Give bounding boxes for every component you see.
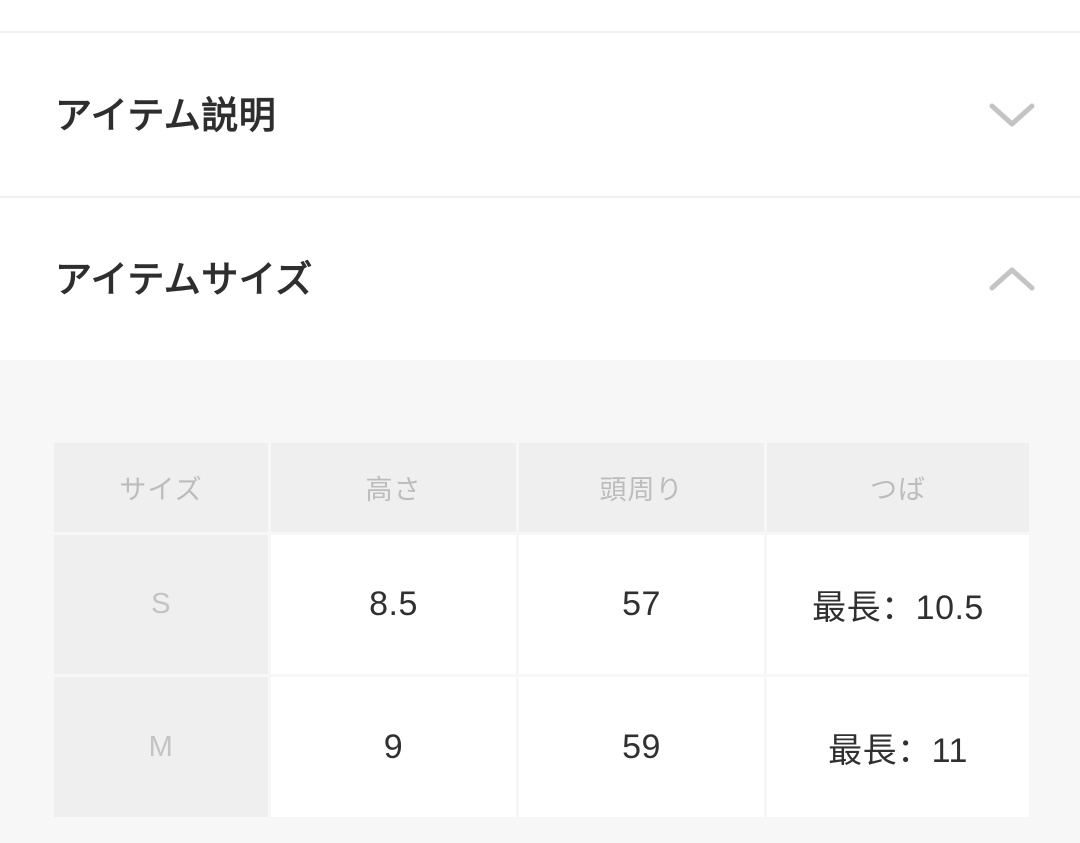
cell-size: S <box>54 535 271 677</box>
cell-head-circumference: 59 <box>519 677 767 817</box>
column-header-height: 高さ <box>271 443 519 535</box>
cell-brim: 最長：11 <box>767 677 1029 817</box>
cell-height: 9 <box>271 677 519 817</box>
section-divider <box>0 196 1080 198</box>
cell-head-circumference: 57 <box>519 535 767 677</box>
accordion-header-description[interactable]: アイテム説明 <box>0 33 1080 197</box>
size-table-panel: サイズ 高さ 頭周り つば S 8.5 57 最長：10.5 M 9 59 最長 <box>0 360 1080 843</box>
size-table-body: S 8.5 57 最長：10.5 M 9 59 最長：11 <box>54 535 1029 817</box>
accordion-title-size: アイテムサイズ <box>55 258 313 300</box>
table-header-row: サイズ 高さ 頭周り つば <box>54 443 1029 535</box>
accordion-section-description: アイテム説明 <box>0 33 1080 197</box>
size-table-header: サイズ 高さ 頭周り つば <box>54 443 1029 535</box>
column-header-brim: つば <box>767 443 1029 535</box>
cell-size: M <box>54 677 271 817</box>
column-header-size: サイズ <box>54 443 271 535</box>
chevron-up-icon[interactable] <box>984 251 1040 307</box>
accordion-section-size: アイテムサイズ <box>0 199 1080 359</box>
chevron-down-icon[interactable] <box>984 87 1040 143</box>
accordion-title-description: アイテム説明 <box>55 94 277 136</box>
cell-height: 8.5 <box>271 535 519 677</box>
table-row: M 9 59 最長：11 <box>54 677 1029 817</box>
accordion-header-size[interactable]: アイテムサイズ <box>0 199 1080 359</box>
top-divider <box>0 31 1080 33</box>
table-row: S 8.5 57 最長：10.5 <box>54 535 1029 677</box>
size-table: サイズ 高さ 頭周り つば S 8.5 57 最長：10.5 M 9 59 最長 <box>54 443 1029 817</box>
cell-brim: 最長：10.5 <box>767 535 1029 677</box>
column-header-head-circumference: 頭周り <box>519 443 767 535</box>
